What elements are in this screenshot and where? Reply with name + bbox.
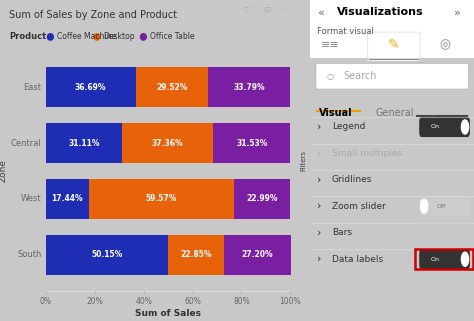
- Text: ›: ›: [317, 175, 321, 185]
- Text: Small multiples: Small multiples: [332, 149, 402, 158]
- Text: Search: Search: [343, 71, 377, 82]
- Bar: [208, 67, 290, 107]
- Text: Gridlines: Gridlines: [332, 175, 372, 184]
- Text: 22.85%: 22.85%: [181, 250, 212, 259]
- Text: 60%: 60%: [184, 297, 201, 306]
- Text: ›: ›: [317, 201, 321, 211]
- Text: 17.44%: 17.44%: [51, 194, 83, 204]
- Text: ...: ...: [428, 108, 437, 117]
- Text: 36.69%: 36.69%: [75, 82, 107, 92]
- Bar: [136, 67, 208, 107]
- Text: Visualizations: Visualizations: [337, 7, 423, 17]
- Text: Coffee Machine: Coffee Machine: [57, 32, 116, 41]
- Text: ›: ›: [317, 122, 321, 132]
- Text: Desktop: Desktop: [103, 32, 135, 41]
- Circle shape: [420, 199, 428, 213]
- Text: 40%: 40%: [135, 297, 152, 306]
- Bar: [213, 123, 290, 163]
- Text: Visual: Visual: [319, 108, 352, 117]
- Text: ◎: ◎: [439, 39, 450, 51]
- Text: On: On: [430, 257, 439, 262]
- Text: South: South: [17, 250, 42, 259]
- Text: Data labels: Data labels: [332, 255, 383, 264]
- Text: 20%: 20%: [86, 297, 103, 306]
- FancyBboxPatch shape: [419, 196, 470, 216]
- Text: East: East: [24, 82, 42, 92]
- Bar: [234, 179, 290, 219]
- Text: Off: Off: [437, 204, 446, 209]
- FancyBboxPatch shape: [419, 249, 470, 269]
- Text: 50.15%: 50.15%: [91, 250, 123, 259]
- Text: Bars: Bars: [332, 228, 352, 237]
- Circle shape: [461, 252, 469, 266]
- Text: Format visual: Format visual: [317, 27, 374, 36]
- Text: 22.99%: 22.99%: [246, 194, 278, 204]
- Text: On: On: [430, 125, 439, 129]
- Text: ⊡: ⊡: [264, 5, 271, 14]
- Text: »: »: [455, 8, 461, 18]
- FancyBboxPatch shape: [368, 32, 420, 61]
- Text: 100%: 100%: [280, 297, 301, 306]
- Text: ›: ›: [317, 228, 321, 238]
- Text: General: General: [376, 108, 414, 117]
- Text: · · · · · ·: · · · · · ·: [319, 118, 341, 123]
- Circle shape: [140, 34, 146, 40]
- Text: 27.20%: 27.20%: [242, 250, 273, 259]
- Text: 0%: 0%: [40, 297, 52, 306]
- Text: Office Table: Office Table: [150, 32, 194, 41]
- FancyBboxPatch shape: [316, 63, 469, 89]
- Text: Legend: Legend: [332, 122, 365, 131]
- Text: ✎: ✎: [388, 38, 400, 52]
- Text: 31.11%: 31.11%: [68, 138, 100, 148]
- Circle shape: [94, 34, 100, 40]
- Text: Product: Product: [9, 32, 46, 41]
- Text: ▽: ▽: [243, 5, 249, 14]
- Text: Sum of Sales: Sum of Sales: [135, 309, 201, 318]
- Text: ⋯: ⋯: [282, 5, 290, 14]
- Text: ›: ›: [317, 254, 321, 264]
- Text: 31.53%: 31.53%: [236, 138, 267, 148]
- Bar: [89, 179, 234, 219]
- Text: «: «: [317, 8, 324, 18]
- Bar: [46, 67, 136, 107]
- Circle shape: [461, 120, 469, 134]
- Text: 33.79%: 33.79%: [233, 82, 265, 92]
- Text: ›: ›: [317, 148, 321, 159]
- Text: 80%: 80%: [233, 297, 250, 306]
- Bar: [168, 235, 224, 275]
- Text: 37.36%: 37.36%: [152, 138, 183, 148]
- Text: Central: Central: [11, 138, 42, 148]
- Bar: [122, 123, 213, 163]
- Text: 59.57%: 59.57%: [146, 194, 177, 204]
- Text: Zone: Zone: [0, 160, 8, 182]
- Bar: [46, 235, 168, 275]
- FancyBboxPatch shape: [419, 117, 470, 137]
- Circle shape: [47, 34, 53, 40]
- Text: 29.52%: 29.52%: [156, 82, 187, 92]
- Text: Filters: Filters: [301, 150, 306, 171]
- Text: West: West: [21, 194, 42, 204]
- Text: Zoom slider: Zoom slider: [332, 202, 385, 211]
- Text: ≡≡: ≡≡: [321, 40, 339, 50]
- Text: Sum of Sales by Zone and Product: Sum of Sales by Zone and Product: [9, 10, 177, 20]
- Bar: [46, 123, 122, 163]
- Bar: [46, 179, 89, 219]
- FancyBboxPatch shape: [310, 0, 474, 58]
- Text: ○: ○: [327, 72, 334, 81]
- Bar: [224, 235, 291, 275]
